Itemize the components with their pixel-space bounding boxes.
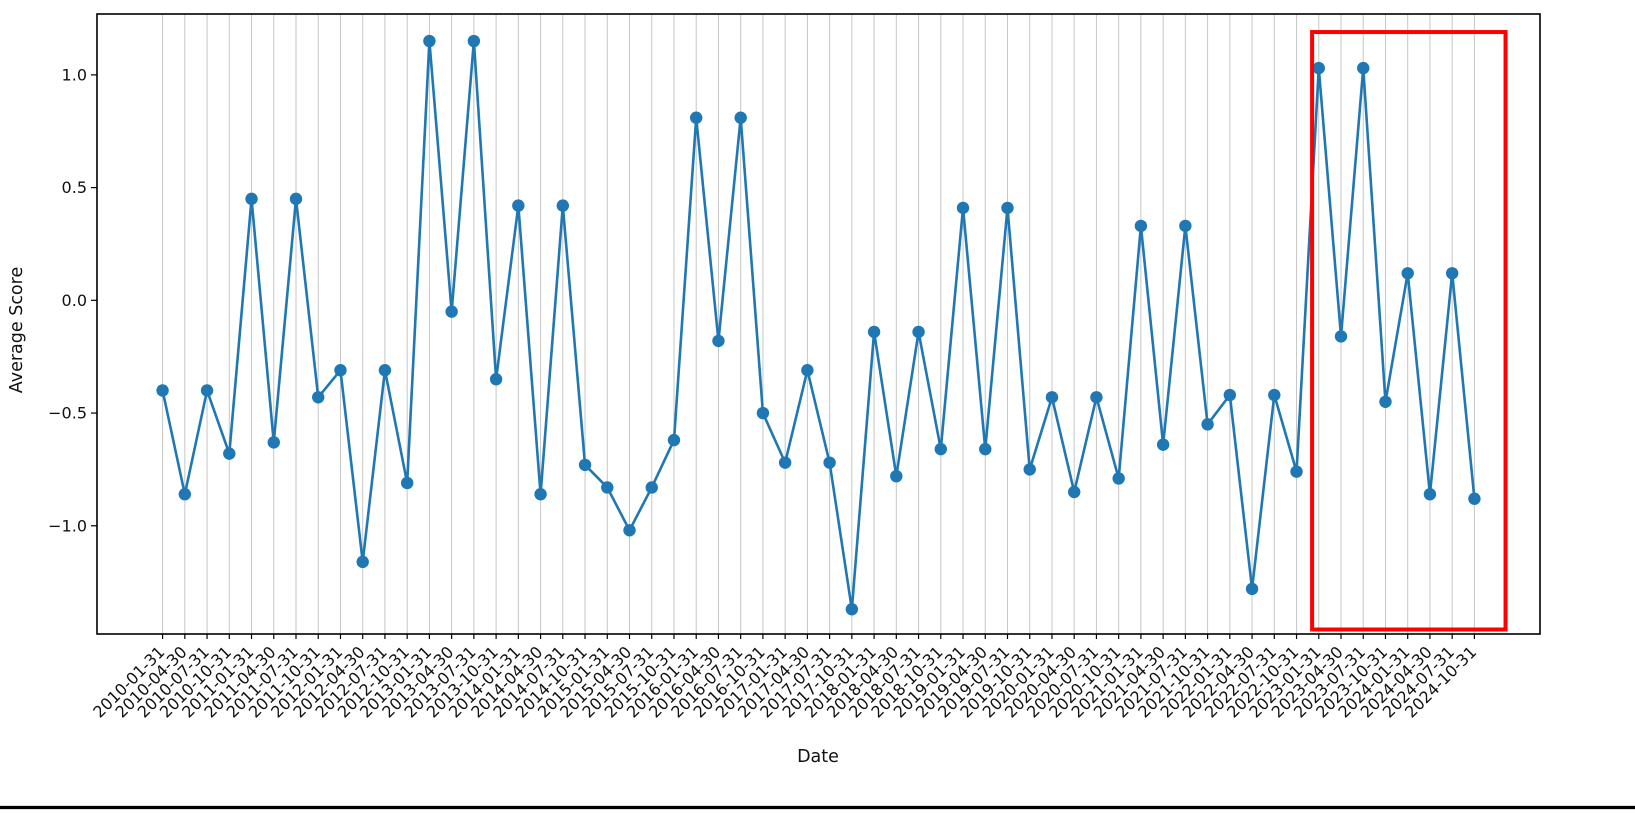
data-point (423, 34, 436, 48)
data-point (1334, 330, 1348, 343)
data-point (356, 555, 369, 569)
data-point (1067, 485, 1081, 499)
plot-border (96, 13, 1541, 635)
data-point (956, 201, 970, 215)
data-point (1001, 201, 1014, 215)
data-point (1023, 463, 1036, 476)
data-point (1379, 395, 1392, 408)
data-point (512, 199, 525, 212)
data-point (845, 603, 859, 616)
data-point (1468, 492, 1481, 505)
data-point (1223, 388, 1237, 402)
data-point (1245, 582, 1259, 596)
data-point (556, 199, 570, 212)
data-point (200, 384, 214, 397)
x-axis-label: Date (797, 747, 839, 767)
data-point (467, 34, 481, 48)
data-point (734, 111, 747, 124)
data-point (934, 442, 947, 456)
y-axis-label: Average Score (7, 267, 27, 393)
data-point (690, 111, 703, 124)
y-tick-label: 1.0 (62, 65, 87, 84)
y-tick-label: 0.0 (62, 291, 87, 310)
data-point (223, 447, 236, 460)
data-point (1423, 488, 1437, 501)
data-point (890, 469, 903, 483)
data-point (489, 373, 503, 386)
data-point (1312, 61, 1325, 75)
data-point (312, 391, 325, 404)
data-point (667, 433, 681, 447)
data-point (801, 364, 814, 377)
data-point (867, 325, 881, 339)
data-point (156, 384, 169, 397)
data-point (823, 456, 836, 469)
data-point (178, 488, 192, 501)
data-point (1201, 418, 1214, 431)
data-point (1357, 61, 1370, 75)
data-point (378, 364, 392, 377)
data-point (267, 436, 280, 449)
data-point (1401, 267, 1414, 280)
data-point (1090, 391, 1103, 404)
data-point (601, 481, 614, 494)
data-point (979, 442, 992, 456)
data-point (778, 456, 792, 469)
data-point (534, 488, 547, 501)
data-point (1156, 438, 1170, 451)
data-point (578, 458, 592, 472)
data-point (289, 192, 303, 206)
data-point (756, 406, 770, 420)
data-point (445, 305, 458, 318)
chart-generated-layer: 2010-01-312010-04-302010-07-312010-10-31… (48, 13, 1541, 722)
data-point (334, 364, 347, 377)
data-point (712, 334, 725, 348)
data-point (1179, 219, 1192, 233)
y-tick-label: −1.0 (48, 516, 87, 535)
data-point (1112, 472, 1125, 485)
data-point (245, 192, 258, 206)
data-point (1445, 267, 1459, 280)
data-point (1268, 388, 1281, 402)
data-point (1045, 391, 1059, 404)
data-point (645, 481, 658, 494)
data-point (623, 524, 636, 537)
highlight-box (1310, 30, 1508, 632)
y-tick-label: −0.5 (48, 404, 87, 423)
data-point (1290, 465, 1303, 478)
data-point (1134, 219, 1148, 233)
y-tick-label: 0.5 (62, 178, 87, 197)
data-point (912, 325, 925, 339)
data-point (400, 476, 414, 490)
trend-line (161, 39, 1476, 611)
